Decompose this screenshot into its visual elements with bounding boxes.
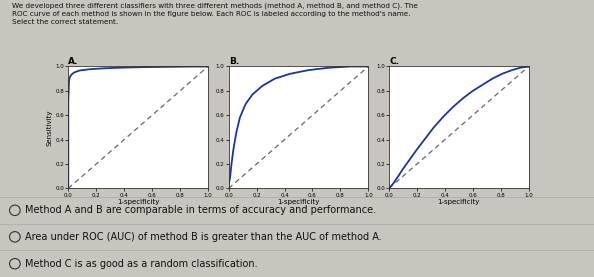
Text: Area under ROC (AUC) of method B is greater than the AUC of method A.: Area under ROC (AUC) of method B is grea… — [25, 232, 382, 242]
Y-axis label: Sensitivity: Sensitivity — [46, 109, 53, 146]
X-axis label: 1-specificity: 1-specificity — [117, 199, 159, 205]
Text: C.: C. — [389, 57, 399, 66]
Text: Method C is as good as a random classification.: Method C is as good as a random classifi… — [25, 259, 258, 269]
Text: We developed three different classifiers with three different methods (method A,: We developed three different classifiers… — [12, 3, 418, 25]
Text: Method A and B are comparable in terms of accuracy and performance.: Method A and B are comparable in terms o… — [25, 205, 376, 215]
X-axis label: 1-specificity: 1-specificity — [277, 199, 320, 205]
X-axis label: 1-specificity: 1-specificity — [438, 199, 480, 205]
Text: A.: A. — [68, 57, 79, 66]
Text: B.: B. — [229, 57, 239, 66]
